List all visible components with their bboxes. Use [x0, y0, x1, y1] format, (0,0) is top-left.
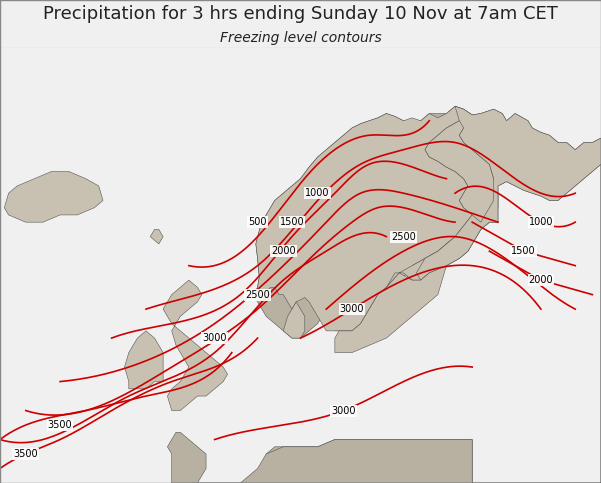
Polygon shape — [124, 331, 163, 389]
Polygon shape — [168, 432, 206, 483]
Text: Freezing level contours: Freezing level contours — [219, 31, 382, 44]
Polygon shape — [150, 229, 163, 244]
Text: 3000: 3000 — [203, 333, 227, 343]
Text: 3000: 3000 — [340, 304, 364, 314]
Text: Precipitation for 3 hrs ending Sunday 10 Nov at 7am CET: Precipitation for 3 hrs ending Sunday 10… — [43, 4, 558, 23]
Text: 1500: 1500 — [511, 246, 536, 256]
Text: 2500: 2500 — [245, 290, 270, 299]
Polygon shape — [4, 171, 103, 222]
Polygon shape — [386, 115, 498, 287]
Text: 2000: 2000 — [271, 246, 296, 256]
Polygon shape — [283, 302, 305, 338]
Text: 500: 500 — [248, 217, 267, 227]
Polygon shape — [253, 106, 601, 483]
Polygon shape — [335, 266, 447, 353]
Polygon shape — [253, 106, 481, 331]
Polygon shape — [266, 440, 472, 483]
Text: 3500: 3500 — [48, 420, 72, 430]
Polygon shape — [172, 440, 472, 483]
Text: 2000: 2000 — [529, 275, 553, 285]
Polygon shape — [416, 106, 601, 280]
Text: 2500: 2500 — [391, 232, 416, 242]
Polygon shape — [163, 280, 228, 411]
Text: 1000: 1000 — [305, 188, 330, 198]
Text: 1500: 1500 — [279, 217, 304, 227]
Text: 1000: 1000 — [529, 217, 553, 227]
Text: 3000: 3000 — [331, 406, 356, 415]
Text: 3500: 3500 — [13, 449, 38, 459]
